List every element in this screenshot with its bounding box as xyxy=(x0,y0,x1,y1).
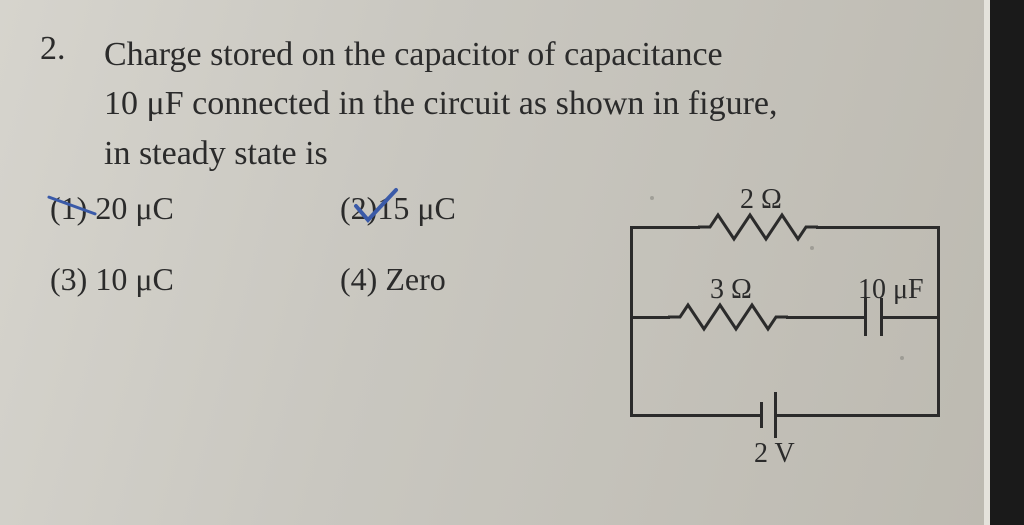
page-right-border xyxy=(984,0,1024,525)
option-3: (3) 10 μC xyxy=(50,261,310,298)
wire xyxy=(630,226,633,416)
option-3-value: 10 μC xyxy=(95,261,174,297)
option-1: (1) 20 μC xyxy=(50,190,310,227)
wire xyxy=(630,226,700,229)
battery-short-plate xyxy=(760,402,763,428)
body-row: (1) 20 μC (2)15 μC (3) 10 μC (4) Zero xyxy=(40,186,964,486)
speck xyxy=(810,246,814,250)
wire xyxy=(786,316,864,319)
option-4-value: Zero xyxy=(385,261,445,297)
speck xyxy=(900,356,904,360)
wire xyxy=(937,226,940,416)
options-grid: (1) 20 μC (2)15 μC (3) 10 μC (4) Zero xyxy=(50,190,610,298)
speck xyxy=(650,196,654,200)
resistor-mid xyxy=(668,302,788,332)
option-3-tag: (3) xyxy=(50,261,87,297)
option-1-value: 20 μC xyxy=(95,190,174,226)
pen-tick xyxy=(352,184,400,230)
label-battery: 2 V xyxy=(754,438,795,470)
label-r-mid: 3 Ω xyxy=(710,274,752,306)
option-4: (4) Zero xyxy=(340,261,600,298)
label-r-top: 2 Ω xyxy=(740,184,782,216)
wire xyxy=(883,316,940,319)
question-line-1: Charge stored on the capacitor of capaci… xyxy=(104,36,723,73)
question-line-3: in steady state is xyxy=(104,135,328,172)
resistor-top xyxy=(698,212,818,242)
wire xyxy=(630,414,760,417)
wire xyxy=(630,316,670,319)
question-line-2: 10 μF connected in the circuit as shown … xyxy=(104,85,778,122)
wire xyxy=(816,226,940,229)
option-4-tag: (4) xyxy=(340,261,377,297)
label-cap: 10 μF xyxy=(858,274,924,306)
question-number: 2. xyxy=(40,30,80,68)
option-2: (2)15 μC xyxy=(340,190,600,227)
wire xyxy=(777,414,940,417)
page-surface: 2. Charge stored on the capacitor of cap… xyxy=(0,0,984,525)
question-row: 2. Charge stored on the capacitor of cap… xyxy=(40,30,964,178)
question-text: Charge stored on the capacitor of capaci… xyxy=(104,30,778,178)
options-block: (1) 20 μC (2)15 μC (3) 10 μC (4) Zero xyxy=(40,186,610,298)
circuit-diagram: 2 Ω 3 Ω 10 μF 2 V xyxy=(610,186,964,486)
